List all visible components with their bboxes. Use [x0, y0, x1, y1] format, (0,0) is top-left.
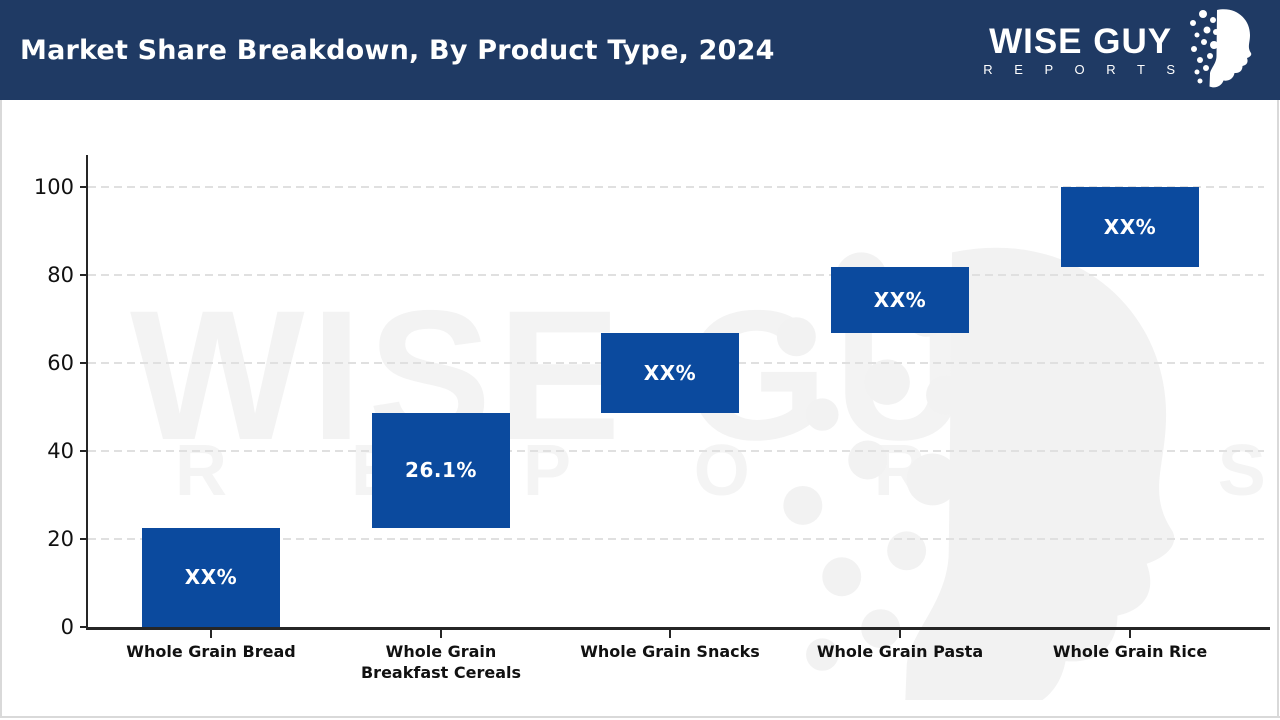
y-tick-mark — [80, 450, 88, 452]
brand-name: WISE GUY — [989, 22, 1173, 61]
y-tick-mark — [80, 186, 88, 188]
bar: XX% — [601, 333, 739, 413]
bar-value-label: XX% — [643, 360, 697, 385]
y-axis-line — [86, 155, 88, 629]
gridline — [88, 538, 1264, 540]
x-axis-line — [86, 627, 1270, 630]
bar: XX% — [831, 266, 969, 334]
y-tick-mark — [80, 362, 88, 364]
y-tick-label: 40 — [47, 439, 74, 463]
logo-head-icon — [1186, 5, 1252, 95]
page-frame-right — [1277, 100, 1279, 717]
x-category-label: Whole Grain Rice — [1052, 642, 1208, 661]
bar-value-label: XX% — [184, 565, 238, 590]
brand-logo-text: WISE GUY R E P O R T S — [977, 24, 1184, 76]
x-category-label: Whole Grain Breakfast Cereals — [360, 642, 521, 683]
bar: 26.1% — [372, 412, 510, 528]
y-tick-mark — [80, 274, 88, 276]
x-category-label: Whole Grain Pasta — [816, 642, 984, 661]
x-tick-mark — [440, 630, 442, 638]
x-category-label: Whole Grain Snacks — [580, 642, 760, 661]
y-tick-mark — [80, 626, 88, 628]
gridline — [88, 186, 1264, 188]
x-tick-mark — [669, 630, 671, 638]
bar-value-label: XX% — [873, 287, 927, 312]
bar-value-label: XX% — [1103, 214, 1157, 239]
x-tick-mark — [210, 630, 212, 638]
gridline — [88, 450, 1264, 452]
y-tick-label: 0 — [60, 615, 74, 639]
x-tick-mark — [899, 630, 901, 638]
y-tick-mark — [80, 538, 88, 540]
brand-logo: WISE GUY R E P O R T S — [977, 5, 1252, 95]
page-frame-bottom — [0, 716, 1280, 718]
x-tick-mark — [1129, 630, 1131, 638]
header-bar: Market Share Breakdown, By Product Type,… — [0, 0, 1280, 100]
chart-canvas: WISE GUY R E P O R T S 020406080100XX%Wh… — [0, 100, 1280, 720]
bar: XX% — [142, 527, 280, 627]
y-tick-label: 60 — [47, 351, 74, 375]
y-tick-label: 100 — [33, 175, 74, 199]
y-tick-label: 20 — [47, 527, 74, 551]
bar-value-label: 26.1% — [405, 458, 477, 483]
page-frame-left — [0, 100, 2, 717]
gridline — [88, 274, 1264, 276]
brand-subtitle: R E P O R T S — [983, 62, 1184, 77]
bar: XX% — [1061, 187, 1199, 267]
x-category-label: Whole Grain Bread — [126, 642, 296, 661]
y-tick-label: 80 — [47, 263, 74, 287]
page-title: Market Share Breakdown, By Product Type,… — [20, 34, 775, 66]
